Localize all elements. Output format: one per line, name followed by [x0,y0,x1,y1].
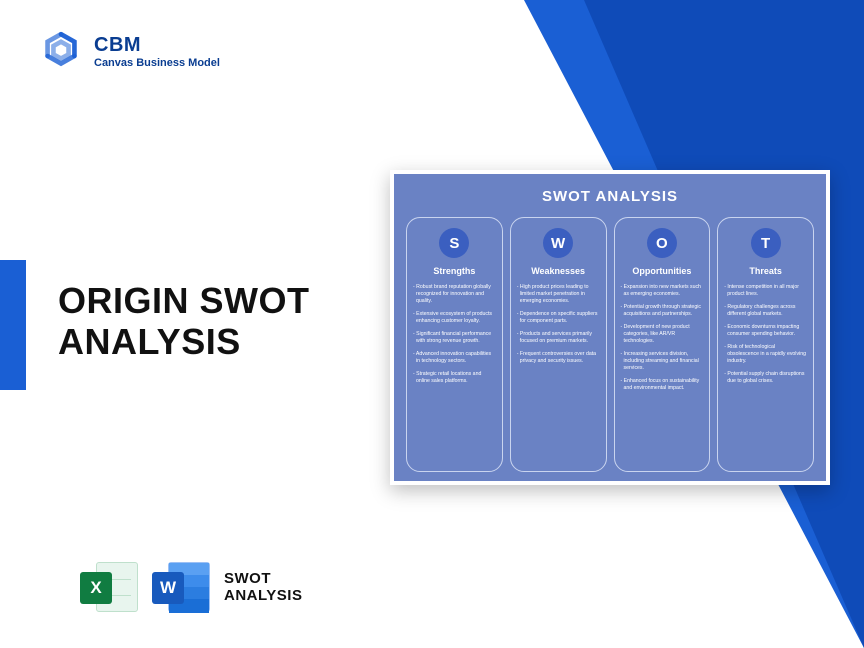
excel-icon: X [80,558,138,616]
word-letter: W [152,572,184,604]
swot-item: - Increasing services division, includin… [621,351,704,372]
swot-letter-w: W [543,228,573,258]
swot-item: - Intense competition in all major produ… [724,284,807,298]
word-icon: W [152,558,210,616]
swot-item: - High product prices leading to limited… [517,284,600,305]
brand-title: CBM [94,34,220,57]
swot-letter-t: T [751,228,781,258]
swot-item: - Advanced innovation capabilities in te… [413,351,496,365]
swot-item: - Robust brand reputation globally recog… [413,284,496,305]
swot-item: - Development of new product categories,… [621,324,704,345]
excel-letter: X [80,572,112,604]
swot-heading-opportunities: Opportunities [632,266,691,276]
swot-card: SWOT ANALYSIS S Strengths - Robust brand… [390,170,830,485]
swot-columns: S Strengths - Robust brand reputation gl… [406,217,814,472]
swot-letter-o: O [647,228,677,258]
title-line-1: ORIGIN SWOT [58,280,310,321]
swot-heading-weaknesses: Weaknesses [531,266,585,276]
swot-letter-s: S [439,228,469,258]
swot-item: - Frequent controversies over data priva… [517,351,600,365]
swot-heading-strengths: Strengths [433,266,475,276]
swot-card-title: SWOT ANALYSIS [406,188,814,205]
page-title: ORIGIN SWOT ANALYSIS [58,280,310,363]
swot-item: - Dependence on specific suppliers for c… [517,311,600,325]
swot-col-strengths: S Strengths - Robust brand reputation gl… [406,217,503,472]
swot-item: - Risk of technological obsolescence in … [724,344,807,365]
left-accent-bar [0,260,26,390]
swot-list-threats: - Intense competition in all major produ… [724,284,807,391]
footer-label-line-1: SWOT [224,570,302,587]
cbm-logo-icon [40,30,82,72]
swot-item: - Economic downturns impacting consumer … [724,324,807,338]
swot-col-opportunities: O Opportunities - Expansion into new mar… [614,217,711,472]
brand-text: CBM Canvas Business Model [94,34,220,69]
swot-list-strengths: - Robust brand reputation globally recog… [413,284,496,391]
brand-subtitle: Canvas Business Model [94,57,220,69]
swot-item: - Expansion into new markets such as eme… [621,284,704,298]
swot-item: - Strategic retail locations and online … [413,371,496,385]
footer-label-line-2: ANALYSIS [224,587,302,604]
footer: X W SWOT ANALYSIS [80,558,302,616]
footer-label: SWOT ANALYSIS [224,570,302,605]
swot-item: - Significant financial performance with… [413,331,496,345]
swot-item: - Extensive ecosystem of products enhanc… [413,311,496,325]
swot-item: - Enhanced focus on sustainability and e… [621,378,704,392]
swot-col-threats: T Threats - Intense competition in all m… [717,217,814,472]
swot-item: - Products and services primarily focuse… [517,331,600,345]
swot-list-weaknesses: - High product prices leading to limited… [517,284,600,371]
swot-item: - Regulatory challenges across different… [724,304,807,318]
swot-list-opportunities: - Expansion into new markets such as eme… [621,284,704,398]
swot-col-weaknesses: W Weaknesses - High product prices leadi… [510,217,607,472]
swot-item: - Potential supply chain disruptions due… [724,371,807,385]
swot-heading-threats: Threats [749,266,782,276]
header: CBM Canvas Business Model [40,30,220,72]
swot-item: - Potential growth through strategic acq… [621,304,704,318]
title-line-2: ANALYSIS [58,321,310,362]
